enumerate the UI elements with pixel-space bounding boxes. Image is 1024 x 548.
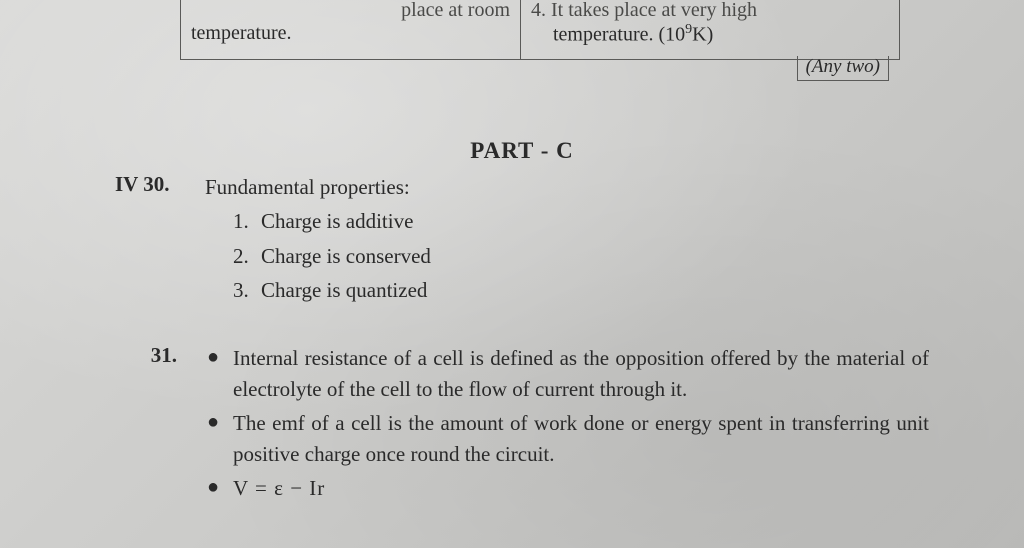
- question-30: IV 30. Fundamental properties: 1. Charge…: [115, 172, 929, 310]
- part-c-heading: PART - C: [115, 138, 929, 164]
- bullet-item: ● Internal resistance of a cell is defin…: [205, 343, 929, 404]
- question-31: 31. ● Internal resistance of a cell is d…: [115, 343, 929, 507]
- bullet-icon: ●: [205, 473, 233, 502]
- item-number: 3.: [233, 275, 261, 305]
- item-text: Charge is conserved: [261, 241, 431, 271]
- item-number: 1.: [233, 206, 261, 236]
- list-item: 3. Charge is quantized: [233, 275, 929, 305]
- item-text: Charge is quantized: [261, 275, 427, 305]
- table-right-text: temperature. (109K): [531, 22, 889, 47]
- q30-heading: Fundamental properties:: [205, 172, 929, 202]
- bullet-text: The emf of a cell is the amount of work …: [233, 408, 929, 469]
- formula-text: V = ε − Ir: [233, 473, 929, 503]
- q31-number: 31.: [115, 343, 205, 507]
- q30-body: Fundamental properties: 1. Charge is add…: [205, 172, 929, 310]
- bullet-item: ● The emf of a cell is the amount of wor…: [205, 408, 929, 469]
- table-left-text: temperature.: [191, 22, 510, 45]
- page-content: place at room temperature. 4. It takes p…: [0, 0, 1024, 508]
- item-number: 2.: [233, 241, 261, 271]
- any-two-note: (Any two): [797, 56, 889, 81]
- table-cell-left: place at room temperature.: [181, 0, 521, 59]
- bullet-item: ● V = ε − Ir: [205, 473, 929, 503]
- bullet-text: Internal resistance of a cell is defined…: [233, 343, 929, 404]
- q31-bullet-list: ● Internal resistance of a cell is defin…: [205, 343, 929, 503]
- q31-body: ● Internal resistance of a cell is defin…: [205, 343, 929, 507]
- q30-number: IV 30.: [115, 172, 205, 310]
- q30-list: 1. Charge is additive 2. Charge is conse…: [205, 206, 929, 305]
- table-right-partial: 4. It takes place at very high: [531, 0, 889, 22]
- table-left-partial: place at room: [191, 0, 510, 22]
- list-item: 2. Charge is conserved: [233, 241, 929, 271]
- list-item: 1. Charge is additive: [233, 206, 929, 236]
- bullet-icon: ●: [205, 408, 233, 437]
- bullet-icon: ●: [205, 343, 233, 372]
- top-comparison-table: place at room temperature. 4. It takes p…: [180, 0, 900, 60]
- item-text: Charge is additive: [261, 206, 413, 236]
- table-cell-right: 4. It takes place at very high temperatu…: [521, 0, 899, 59]
